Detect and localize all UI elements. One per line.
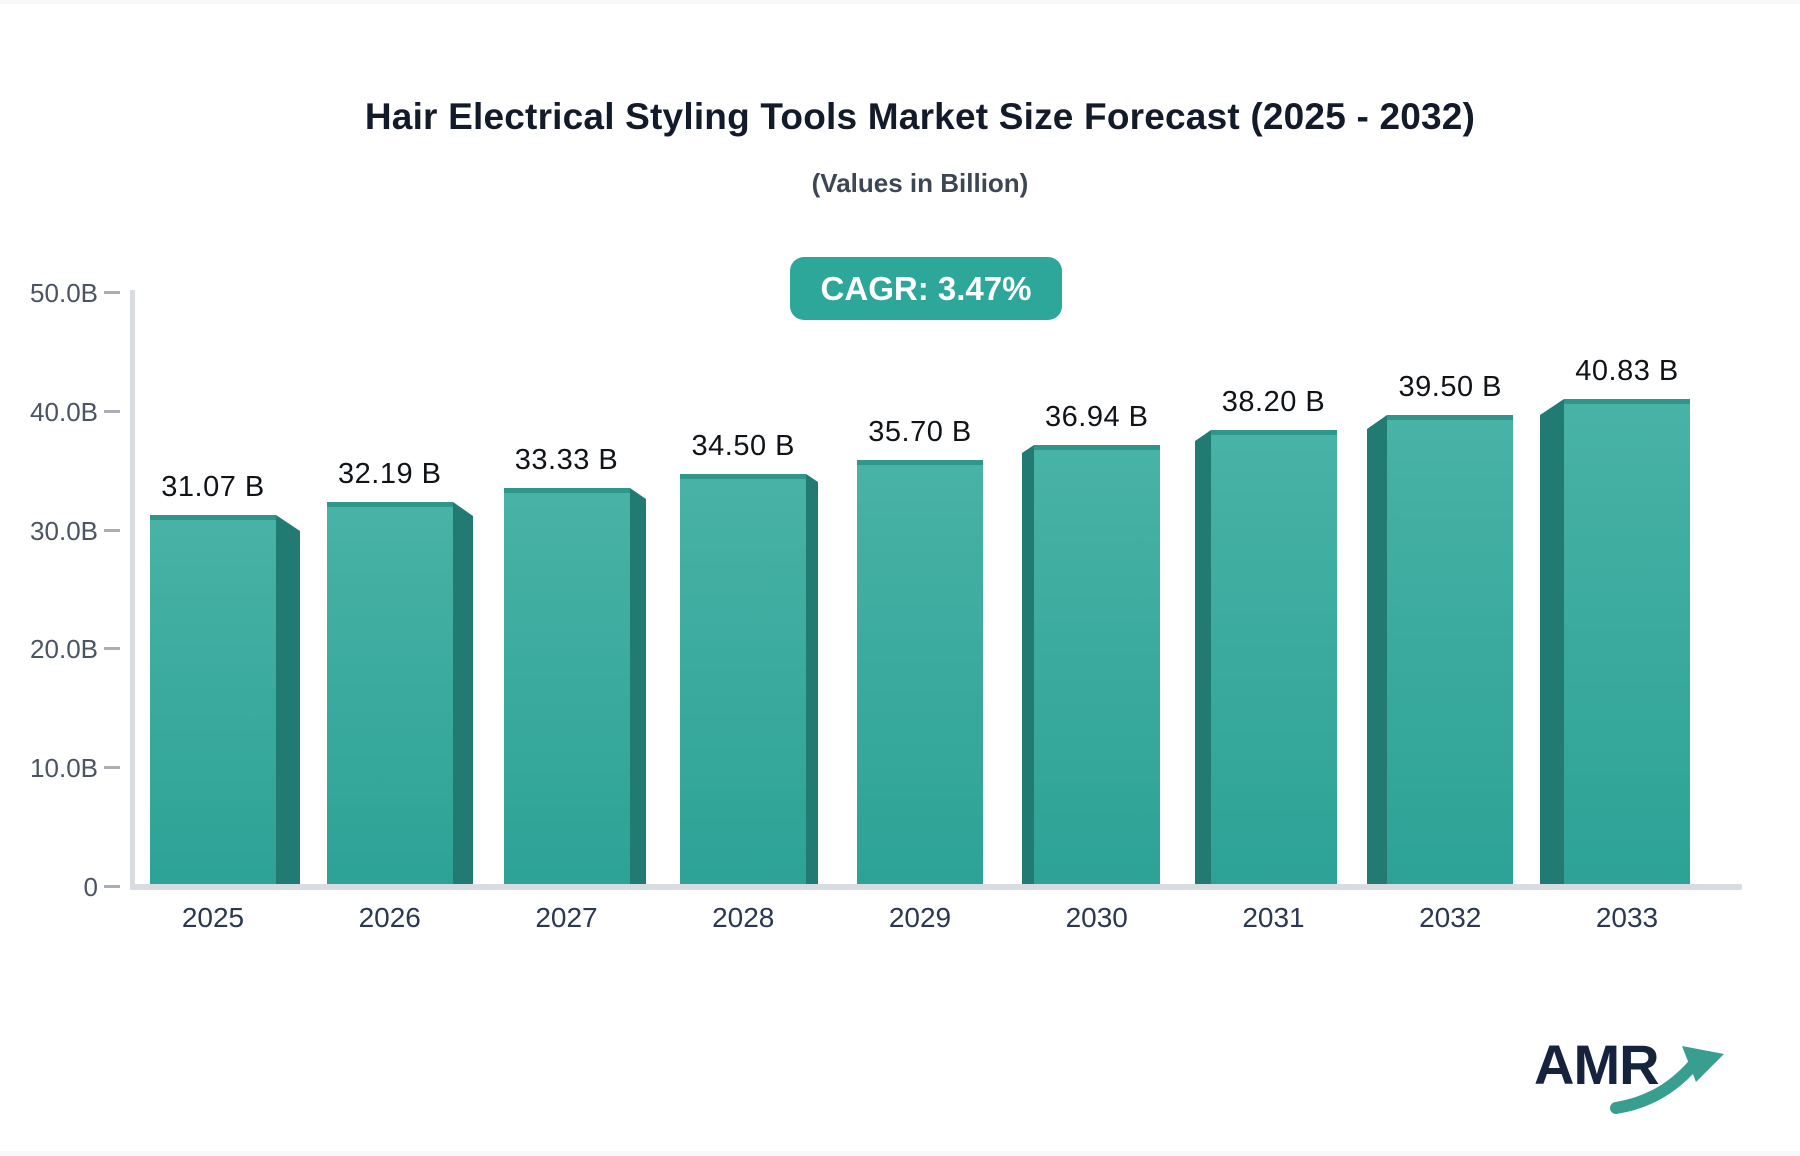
bar-side-face xyxy=(1195,430,1211,884)
bar-side-face xyxy=(630,488,646,884)
bar-face xyxy=(150,515,276,884)
y-axis-tick xyxy=(104,647,120,651)
y-axis-tick xyxy=(104,766,120,770)
bar-2033[interactable] xyxy=(1540,399,1690,884)
bar-value-label-2026: 32.19 B xyxy=(338,458,442,490)
y-axis-label-10: 10.0B xyxy=(30,753,98,784)
bar-side-face xyxy=(806,474,818,884)
bar-value-label-2032: 39.50 B xyxy=(1398,371,1502,403)
x-axis-label-2032: 2032 xyxy=(1419,902,1482,933)
bar-value-label-2031: 38.20 B xyxy=(1221,386,1326,418)
bar-face xyxy=(680,474,806,884)
bar-side-face xyxy=(1367,415,1387,884)
chart-subtitle: (Values in Billion) xyxy=(811,168,1029,198)
x-axis-label-2033: 2033 xyxy=(1595,902,1659,933)
x-axis-baseline xyxy=(130,884,1742,890)
growth-arrow-icon xyxy=(1610,1046,1724,1114)
bar-face xyxy=(857,460,983,884)
amr-logo-text: AMR xyxy=(1534,1033,1660,1096)
bar-face xyxy=(1211,430,1337,884)
bar-value-label-2029: 35.70 B xyxy=(868,416,972,448)
bar-side-face xyxy=(276,515,300,884)
bar-2029[interactable] xyxy=(857,460,983,884)
bar-2025[interactable] xyxy=(150,515,300,884)
bar-face xyxy=(504,488,630,884)
bar-side-face xyxy=(1022,445,1034,884)
amr-logo: AMR xyxy=(1528,1030,1728,1120)
x-axis-label-2026: 2026 xyxy=(358,902,421,933)
y-axis-label-0: 0 xyxy=(83,872,98,902)
y-axis-tick xyxy=(104,885,120,888)
cagr-badge: CAGR: 3.47% xyxy=(790,257,1062,320)
bar-side-face xyxy=(1540,399,1564,884)
y-axis-tick xyxy=(104,291,120,294)
bar-2031[interactable] xyxy=(1195,430,1337,884)
bar-value-label-2027: 33.33 B xyxy=(514,444,619,476)
bar-2032[interactable] xyxy=(1367,415,1513,884)
x-axis-label-2029: 2029 xyxy=(888,902,952,933)
top-edge-strip xyxy=(0,0,1800,4)
bar-value-label-2033: 40.83 B xyxy=(1575,355,1679,387)
bar-value-label-2025: 31.07 B xyxy=(161,471,265,503)
bar-2027[interactable] xyxy=(504,488,646,884)
bar-face xyxy=(1387,415,1513,884)
y-axis-tick xyxy=(104,528,120,532)
y-axis-tick xyxy=(104,409,120,413)
bar-face xyxy=(327,502,453,884)
y-axis-label-40: 40.0B xyxy=(30,396,98,427)
bar-side-face xyxy=(453,502,473,884)
bar-value-label-2030: 36.94 B xyxy=(1045,401,1149,433)
bar-2030[interactable] xyxy=(1022,445,1160,884)
bar-face xyxy=(1564,399,1690,884)
chart-title: Hair Electrical Styling Tools Market Siz… xyxy=(364,96,1476,137)
bottom-edge-strip xyxy=(0,1151,1800,1156)
bar-2026[interactable] xyxy=(327,502,473,884)
x-axis-label-2025: 2025 xyxy=(181,902,245,933)
x-axis-label-2027: 2027 xyxy=(535,902,598,933)
x-axis-label-2028: 2028 xyxy=(712,902,775,933)
y-axis-label-50: 50.0B xyxy=(30,278,98,308)
y-axis-label-30: 30.0B xyxy=(30,515,98,546)
x-axis-label-2031: 2031 xyxy=(1242,902,1305,933)
bar-face xyxy=(1034,445,1160,884)
x-axis-label-2030: 2030 xyxy=(1065,902,1128,933)
bar-2028[interactable] xyxy=(680,474,818,884)
y-axis-label-20: 20.0B xyxy=(30,634,98,665)
bar-value-label-2028: 34.50 B xyxy=(691,430,795,462)
y-axis-line xyxy=(130,290,135,890)
